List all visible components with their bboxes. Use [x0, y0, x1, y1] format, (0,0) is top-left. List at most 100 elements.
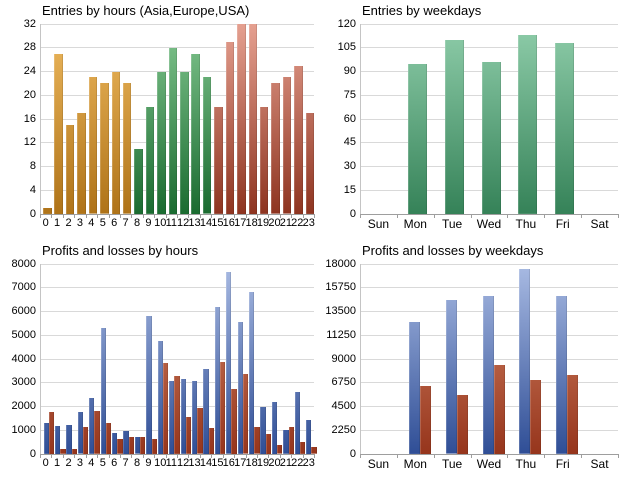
bar-entries-Tue: [444, 39, 464, 214]
x-tick: [165, 454, 167, 458]
x-category-label: 3: [76, 217, 84, 229]
bar-entries-20: [271, 83, 280, 214]
gridline: [40, 23, 314, 25]
bar-losses-8: [140, 436, 146, 454]
x-category-label: 11: [165, 457, 177, 469]
bar-losses-Fri: [567, 374, 579, 454]
x-category-label: 3: [76, 457, 84, 469]
bar-losses-Thu: [530, 379, 542, 454]
y-tick-label: 5000: [11, 328, 36, 341]
chart-title: Entries by hours (Asia,Europe,USA): [42, 3, 250, 18]
x-tick: [211, 214, 213, 218]
y-tick-label: 32: [23, 17, 36, 30]
x-category-label: Mon: [403, 457, 427, 471]
x-category-label: 19: [256, 217, 270, 229]
y-tick-label: 24: [23, 65, 36, 77]
gridline: [40, 358, 314, 360]
x-category-label: 8: [133, 217, 141, 229]
bar-profits-12: [180, 379, 186, 454]
x-category-label: 18: [245, 217, 258, 229]
x-tick: [154, 454, 156, 458]
bar-entries-5: [100, 83, 109, 214]
x-tick: [544, 214, 546, 218]
bar-profits-21: [283, 430, 289, 454]
x-tick: [222, 214, 224, 218]
x-tick: [62, 454, 64, 458]
x-tick: [268, 454, 270, 458]
x-category-label: 10: [154, 217, 167, 229]
x-category-label: 12: [177, 457, 190, 469]
bar-losses-1: [60, 449, 66, 454]
x-category-label: Wed: [476, 457, 502, 471]
bar-losses-3: [83, 426, 89, 454]
x-category-label: Sat: [590, 457, 609, 471]
x-tick: [396, 214, 398, 218]
x-tick: [433, 454, 435, 458]
bar-profits-1: [54, 425, 61, 454]
bar-entries-Thu: [518, 35, 538, 214]
x-tick: [618, 454, 619, 458]
x-tick: [177, 214, 178, 218]
x-category-label: Mon: [403, 217, 427, 231]
x-tick: [222, 454, 224, 458]
x-tick: [188, 454, 190, 458]
bar-profits-11: [169, 380, 175, 454]
bar-losses-11: [174, 376, 180, 454]
bar-profits-Tue: [445, 300, 457, 454]
y-tick-label: 9000: [331, 352, 356, 365]
bar-entries-15: [214, 107, 223, 214]
bar-losses-23: [311, 447, 317, 454]
bar-profits-15: [214, 306, 221, 454]
x-category-label: Wed: [476, 217, 502, 231]
x-axis-line: [360, 453, 618, 455]
x-tick: [74, 454, 76, 458]
bar-profits-9: [146, 316, 152, 454]
bar-losses-9: [151, 439, 157, 454]
bar-profits-2: [66, 425, 72, 454]
bar-profits-20: [271, 401, 278, 454]
x-tick: [470, 454, 472, 458]
x-tick: [279, 454, 281, 458]
x-category-label: 2: [65, 217, 72, 229]
chart-title: Entries by weekdays: [362, 3, 482, 18]
x-tick: [245, 214, 247, 218]
y-tick-label: 60: [343, 112, 356, 125]
bar-profits-7: [123, 430, 129, 454]
bar-losses-22: [299, 442, 306, 454]
x-category-label: Sun: [367, 217, 390, 231]
y-tick-label: 30: [343, 160, 356, 172]
x-tick: [581, 214, 583, 218]
y-tick-label: 12: [23, 136, 36, 149]
x-tick: [131, 214, 133, 218]
x-tick: [177, 454, 178, 458]
x-tick: [279, 214, 281, 218]
bar-profits-Thu: [519, 269, 531, 454]
x-category-label: 12: [177, 217, 190, 229]
x-tick: [245, 454, 247, 458]
x-category-label: 20: [268, 457, 281, 469]
x-category-label: 22: [291, 457, 304, 469]
bar-losses-4: [94, 411, 100, 454]
bar-losses-18: [254, 427, 260, 454]
x-category-label: 1: [54, 217, 61, 229]
x-category-label: 13: [188, 217, 201, 229]
bar-profits-10: [157, 340, 163, 454]
x-category-label: 2: [65, 457, 72, 469]
x-category-label: Tue: [442, 217, 463, 231]
bar-losses-5: [105, 422, 112, 454]
bar-losses-Tue: [456, 394, 468, 454]
bar-entries-Wed: [481, 62, 501, 214]
x-tick: [108, 454, 110, 458]
y-tick-label: 0: [29, 207, 36, 220]
bar-losses-15: [220, 362, 226, 454]
bar-entries-22: [294, 65, 303, 214]
bar-profits-Fri: [556, 296, 568, 454]
gridline: [360, 263, 618, 265]
gridline: [360, 23, 618, 25]
bar-losses-Wed: [493, 364, 505, 454]
x-tick: [291, 214, 293, 218]
x-category-label: 7: [122, 457, 129, 469]
y-tick-label: 6750: [331, 376, 356, 389]
bar-entries-Mon: [407, 63, 427, 214]
bar-losses-20: [277, 445, 283, 454]
